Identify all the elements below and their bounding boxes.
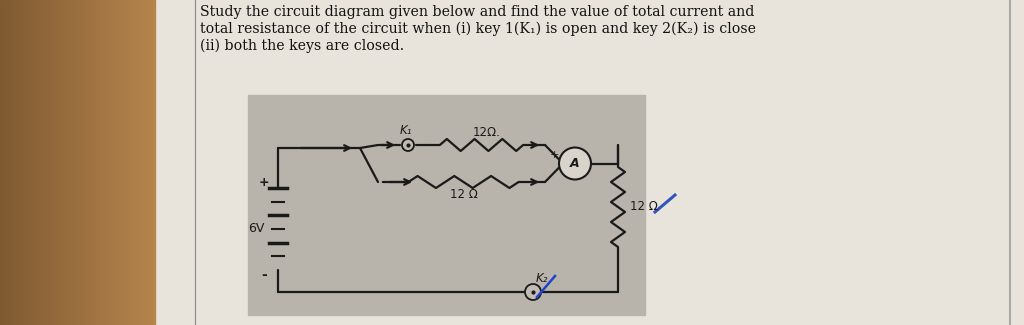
Text: +: + bbox=[259, 176, 269, 189]
Text: total resistance of the circuit when (i) key 1(K₁) is open and key 2(K₂) is clos: total resistance of the circuit when (i)… bbox=[200, 22, 756, 36]
Text: A: A bbox=[570, 157, 580, 170]
Text: Study the circuit diagram given below and find the value of total current and: Study the circuit diagram given below an… bbox=[200, 5, 755, 19]
Bar bbox=[195, 0, 1024, 325]
Bar bbox=[248, 95, 645, 315]
Text: 12 Ω: 12 Ω bbox=[450, 188, 477, 202]
Circle shape bbox=[525, 284, 541, 300]
Circle shape bbox=[402, 139, 414, 151]
Text: 6V: 6V bbox=[248, 223, 264, 236]
Text: K₁: K₁ bbox=[399, 124, 413, 137]
Text: K₂: K₂ bbox=[536, 271, 549, 284]
Text: 12Ω.: 12Ω. bbox=[472, 125, 501, 138]
Text: (ii) both the keys are closed.: (ii) both the keys are closed. bbox=[200, 39, 404, 53]
Text: +: + bbox=[549, 150, 559, 161]
Circle shape bbox=[559, 148, 591, 179]
Text: 12 Ω: 12 Ω bbox=[630, 201, 657, 214]
Text: -: - bbox=[261, 268, 267, 282]
